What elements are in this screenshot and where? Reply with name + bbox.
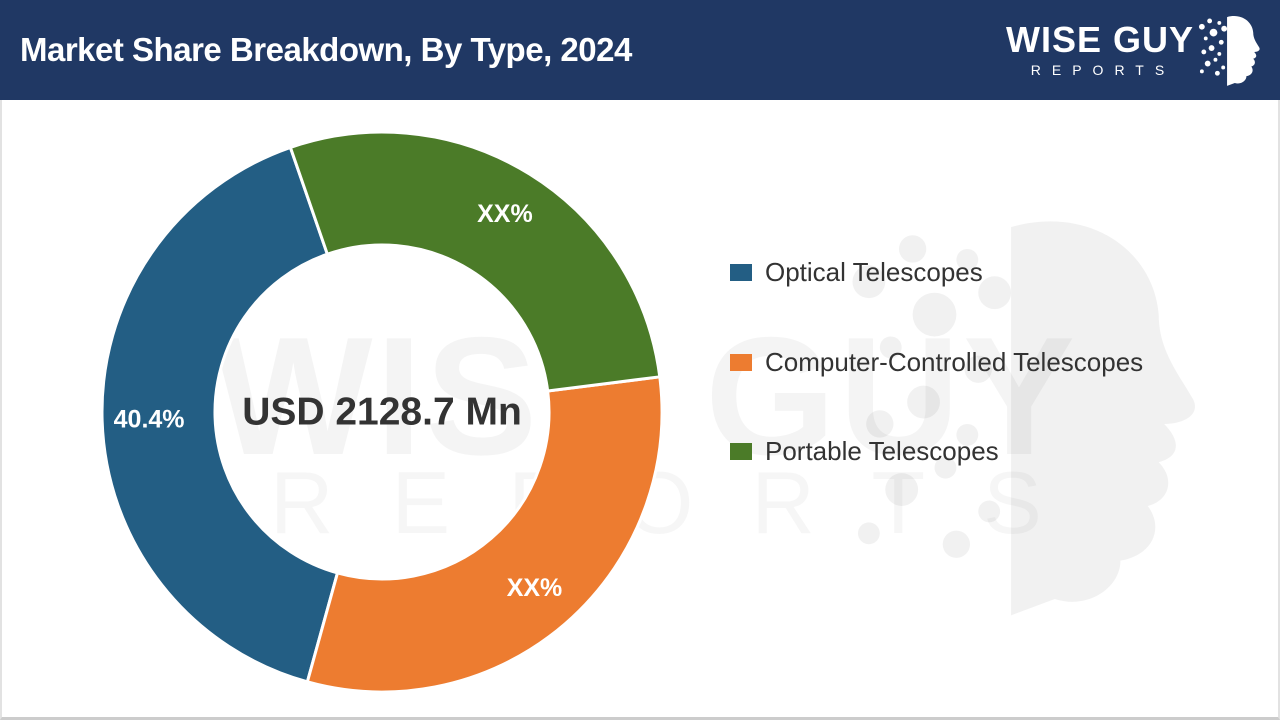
legend-item-optical-telescopes: Optical Telescopes <box>730 256 983 287</box>
pie-slice-2 <box>288 130 662 393</box>
legend-swatch-portable-telescopes <box>730 442 752 460</box>
legend-swatch-computer-controlled-telescopes <box>730 353 752 371</box>
wiseguy-face-icon <box>1198 13 1260 87</box>
pie-slice-0 <box>100 145 339 684</box>
legend-label-portable-telescopes: Portable Telescopes <box>765 435 999 466</box>
wiseguy-logo-text: WISE GUY REPORTS <box>1005 19 1194 79</box>
slice-value-label-1: XX% <box>507 574 563 602</box>
slice-value-label-2: XX% <box>477 200 533 228</box>
slice-value-label-0: 40.4% <box>114 405 185 433</box>
legend-item-computer-controlled-telescopes: Computer-Controlled Telescopes <box>730 346 1144 377</box>
donut-center-value: USD 2128.7 Mn <box>242 391 522 434</box>
logo-brand-name: WISE GUY <box>1005 19 1194 60</box>
logo-brand-subtitle: REPORTS <box>1030 62 1176 78</box>
wiseguy-logo: WISE GUY REPORTS <box>1006 13 1260 87</box>
donut-chart-svg: 40.4% XX% XX% USD 2128.7 Mn <box>100 130 664 694</box>
watermark-face-icon <box>847 205 1197 626</box>
legend-item-portable-telescopes: Portable Telescopes <box>730 435 999 466</box>
chart-area: WISE GUY REPORTS 40.4%XX%XX%USD 2128.7 M… <box>0 100 1280 720</box>
pie-slice-1 <box>305 375 664 694</box>
legend-swatch-optical-telescopes <box>730 263 752 281</box>
legend-label-computer-controlled-telescopes: Computer-Controlled Telescopes <box>765 346 1144 377</box>
legend-label-optical-telescopes: Optical Telescopes <box>765 256 983 287</box>
header-bar: Market Share Breakdown, By Type, 2024 WI… <box>0 0 1280 100</box>
page-title: Market Share Breakdown, By Type, 2024 <box>20 31 632 68</box>
legend: Optical Telescopes Computer-Controlled T… <box>730 100 1190 720</box>
